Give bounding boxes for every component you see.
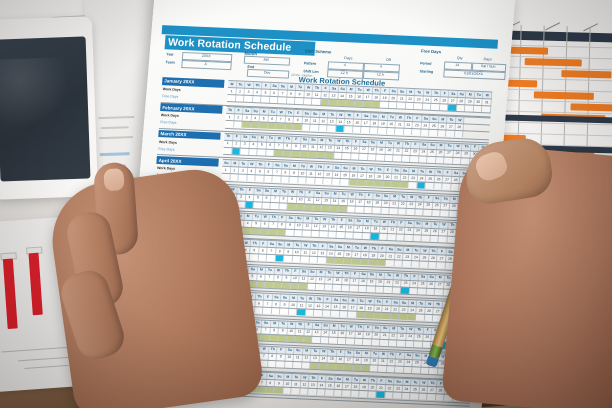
field-label-year: Year: [166, 52, 174, 57]
row-label-work-days: Work Days: [160, 113, 179, 119]
row-label-work-days: Work Days: [156, 166, 176, 171]
free-col-days: Days: [483, 57, 492, 62]
shift-col-days: Days: [344, 56, 353, 61]
shift-col-off: Off: [385, 57, 391, 63]
gantt-bar: [533, 91, 594, 100]
month-label: February 20XX: [160, 103, 223, 114]
free-col-qty: Qty: [456, 55, 463, 61]
free-days-heading: Free Days: [420, 48, 442, 55]
shift-cell[interactable]: ·: [454, 130, 464, 138]
row-label-free-days: Free Days: [158, 146, 175, 152]
right-ring-finger: [462, 282, 568, 346]
field-label-team: Team: [165, 60, 175, 65]
tablet-device: [0, 16, 99, 200]
gantt-bar: [524, 58, 583, 67]
left-index-nail: [103, 168, 125, 192]
right-thumb-nail: [472, 148, 511, 184]
row-label-work-days: Work Days: [162, 87, 181, 92]
left-hand: [44, 161, 266, 408]
row-label-free-days: Free Days: [160, 120, 177, 126]
month-label: April 20XX: [156, 156, 219, 167]
free-period-label: Period: [420, 61, 432, 66]
free-starting-label: Starting: [419, 69, 434, 74]
shift-row-length-label: Shift Len: [303, 69, 319, 74]
gantt-bar: [570, 103, 612, 112]
month-label-text: January 20XX: [164, 78, 195, 85]
gantt-header-bar: [498, 30, 612, 43]
row-label-work-days: Work Days: [158, 139, 178, 145]
right-index-finger: [483, 192, 580, 246]
month-label-text: February 20XX: [162, 104, 195, 112]
tablet-glare: [0, 57, 71, 130]
shift-row-pattern-label: Pattern: [303, 61, 317, 66]
row-label-free-days: Free Days: [162, 94, 179, 99]
right-hand: [441, 134, 612, 408]
month-label: January 20XX: [162, 77, 225, 88]
month-label-text: April 20XX: [158, 157, 182, 164]
gantt-bar: [561, 70, 612, 79]
shift-cell[interactable]: [482, 105, 492, 113]
month-label: March 20XX: [158, 129, 221, 140]
month-label-text: March 20XX: [160, 131, 187, 138]
